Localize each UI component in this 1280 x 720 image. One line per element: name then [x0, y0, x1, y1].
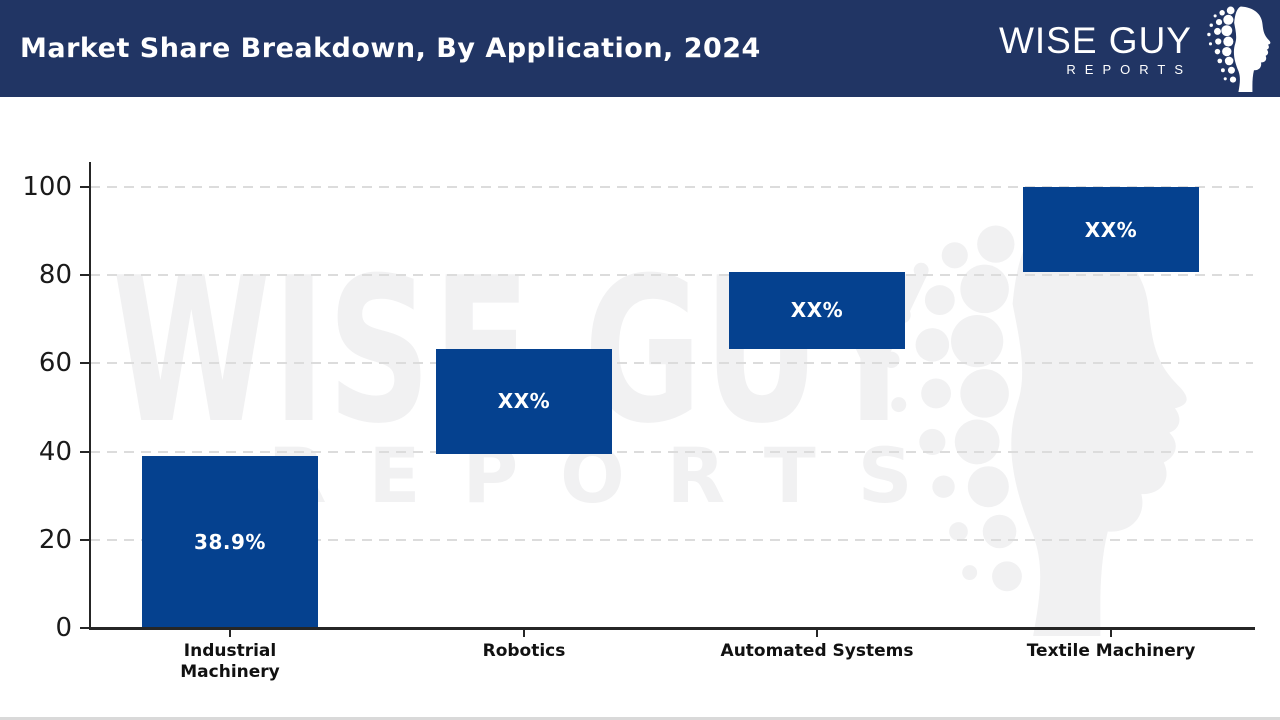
chart-title: Market Share Breakdown, By Application, …	[20, 33, 761, 64]
logo-subtitle: REPORTS	[1066, 61, 1192, 77]
y-axis-tick-label: 40	[38, 436, 72, 467]
y-axis-tick-label: 100	[22, 172, 72, 202]
wiseguy-logo: WISE GUY REPORTS	[999, 2, 1272, 95]
y-axis-tick	[80, 362, 90, 365]
gridline-80	[90, 274, 1253, 277]
x-axis-category-label-automated-systems: Automated Systems	[720, 641, 914, 661]
y-axis-tick	[80, 627, 90, 629]
bar-value-label-automated-systems: XX%	[790, 298, 844, 323]
gridline-60	[90, 362, 1253, 365]
y-axis-tick-label: 0	[55, 613, 72, 643]
y-axis-tick-label: 80	[38, 260, 72, 291]
x-axis-category-label-robotics: Robotics	[482, 641, 566, 661]
x-axis-tick	[229, 628, 231, 637]
x-axis-tick	[523, 628, 525, 637]
y-axis-tick	[80, 186, 90, 188]
wiseguy-logo-text: WISE GUY REPORTS	[998, 19, 1192, 77]
y-axis-tick	[80, 274, 90, 277]
gridline-100	[90, 186, 1253, 188]
logo-name: WISE GUY	[998, 19, 1192, 61]
gridline-20	[90, 538, 1253, 541]
bar-value-label-industrial-machinery: 38.9%	[194, 529, 266, 554]
bar-textile-machinery: XX%	[1023, 187, 1199, 273]
header-bar: Market Share Breakdown, By Application, …	[0, 0, 1280, 97]
x-axis-tick	[1110, 628, 1112, 637]
wiseguy-head-icon	[1194, 5, 1272, 92]
bar-value-label-textile-machinery: XX%	[1084, 217, 1138, 242]
y-axis-tick	[80, 538, 90, 541]
gridline-40	[90, 450, 1253, 453]
bar-value-label-robotics: XX%	[497, 389, 551, 414]
y-axis-tick	[80, 450, 90, 453]
y-axis-line	[89, 162, 91, 629]
x-axis-category-label-industrial-machinery: Industrial Machinery	[180, 641, 280, 682]
x-axis-tick	[816, 628, 818, 637]
bar-robotics: XX%	[436, 348, 612, 454]
bar-automated-systems: XX%	[729, 272, 905, 349]
bar-industrial-machinery: 38.9%	[142, 456, 318, 628]
x-axis-line	[89, 627, 1255, 630]
x-axis-category-label-textile-machinery: Textile Machinery	[1026, 641, 1196, 661]
y-axis-tick-label: 60	[38, 348, 72, 379]
y-axis-tick-label: 20	[38, 524, 72, 555]
